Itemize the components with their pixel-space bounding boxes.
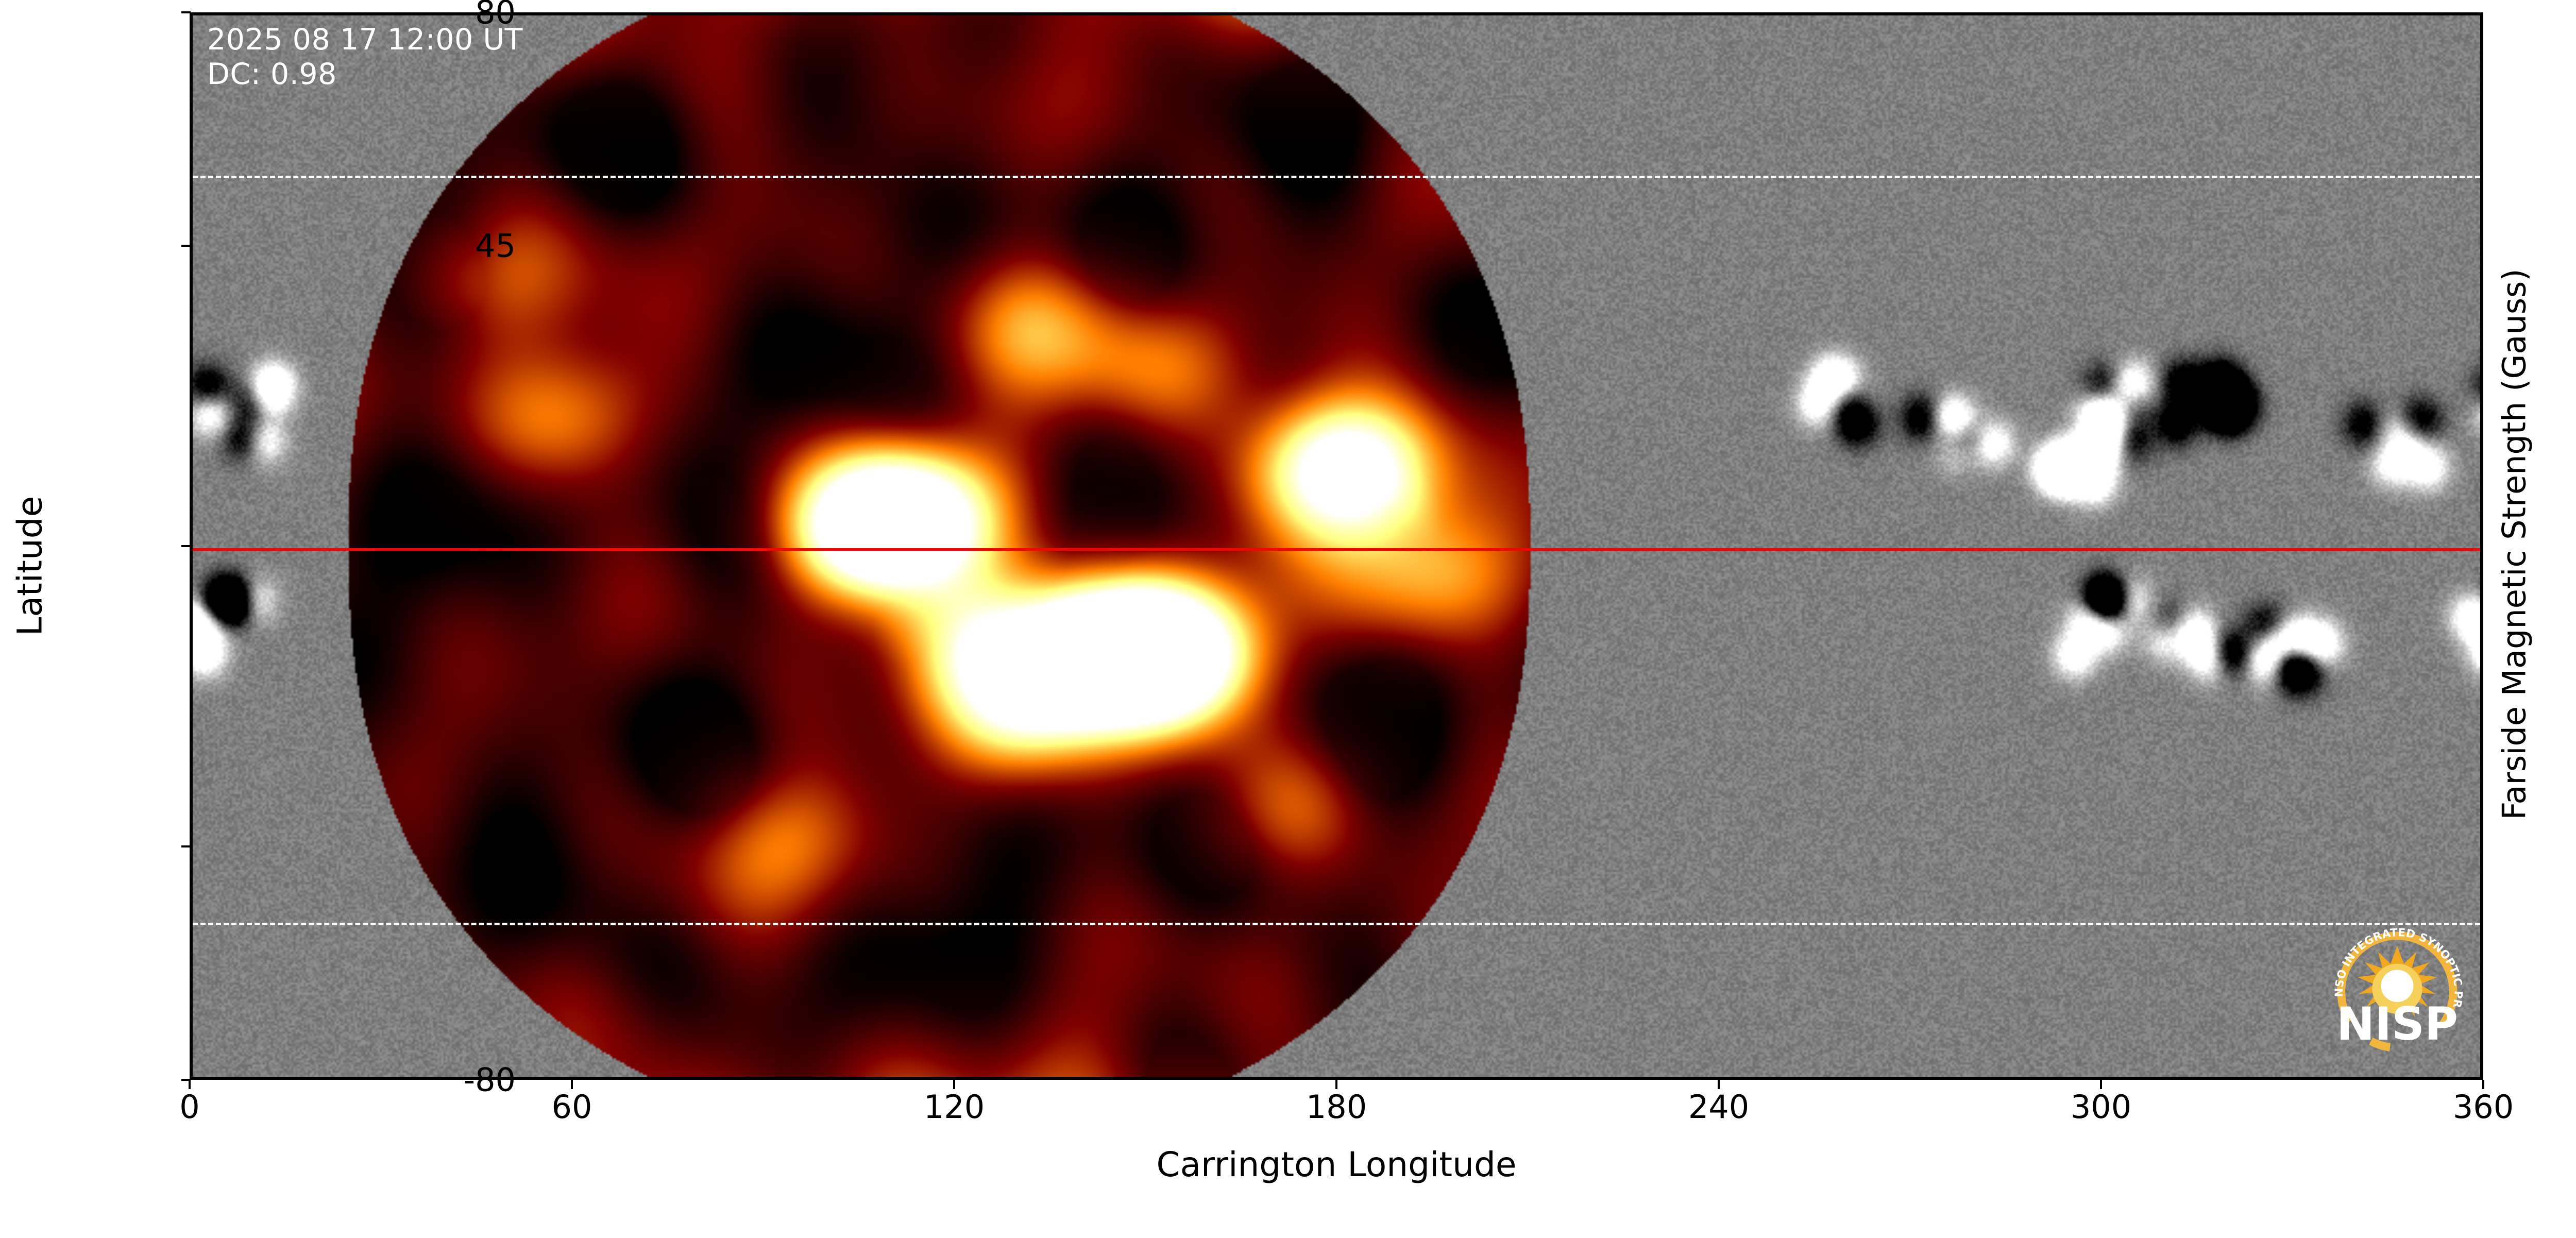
x-tick-label: 240 [1688, 1088, 1750, 1126]
y-tick-label: 80 [475, 0, 516, 31]
annotation-date: 2025 08 17 12:00 UT [207, 23, 523, 57]
x-tick-mark [2100, 1080, 2102, 1089]
x-tick-mark [2482, 1080, 2484, 1089]
y-tick-label: -80 [463, 1061, 516, 1099]
x-tick-label: 180 [1306, 1088, 1367, 1126]
farside-colorbar-label: Farside Magnetic Strength (Gauss) [2495, 268, 2533, 820]
y-tick-mark [181, 11, 191, 13]
northern-limit-line [193, 175, 2480, 178]
x-tick-label: 300 [2070, 1088, 2132, 1126]
x-tick-mark [953, 1080, 955, 1089]
x-tick-label: 60 [551, 1088, 592, 1126]
x-tick-mark [189, 1080, 191, 1089]
x-tick-mark [1718, 1080, 1720, 1089]
y-tick-mark [181, 245, 191, 247]
timestamp-annotation: 2025 08 17 12:00 UT DC: 0.98 [207, 23, 523, 91]
y-tick-mark [181, 545, 191, 547]
annotation-dc: DC: 0.98 [207, 57, 337, 91]
x-tick-mark [1335, 1080, 1337, 1089]
x-tick-label: 120 [923, 1088, 985, 1126]
y-tick-label: -45 [463, 827, 516, 866]
x-tick-label: 0 [179, 1088, 200, 1126]
y-tick-mark [181, 845, 191, 847]
y-tick-mark [181, 1079, 191, 1081]
y-tick-label: 0 [495, 527, 516, 565]
solar-magnetic-map-image [193, 15, 2480, 1077]
x-tick-mark [571, 1080, 573, 1089]
y-tick-label: 45 [475, 227, 516, 265]
x-tick-label: 360 [2452, 1088, 2514, 1126]
southern-limit-line [193, 923, 2480, 926]
nisp-logo: NSO INTEGRATED SYNOPTIC PROGRAM NISP [2324, 918, 2465, 1052]
magnetic-map-plot: 2025 08 17 12:00 UT DC: 0.98 NSO INTEGRA… [190, 12, 2483, 1080]
equator-line [193, 548, 2480, 551]
nisp-wordmark: NISP [2336, 997, 2458, 1050]
x-axis-label: Carrington Longitude [1156, 1145, 1517, 1184]
y-axis-label: Latitude [10, 496, 50, 636]
